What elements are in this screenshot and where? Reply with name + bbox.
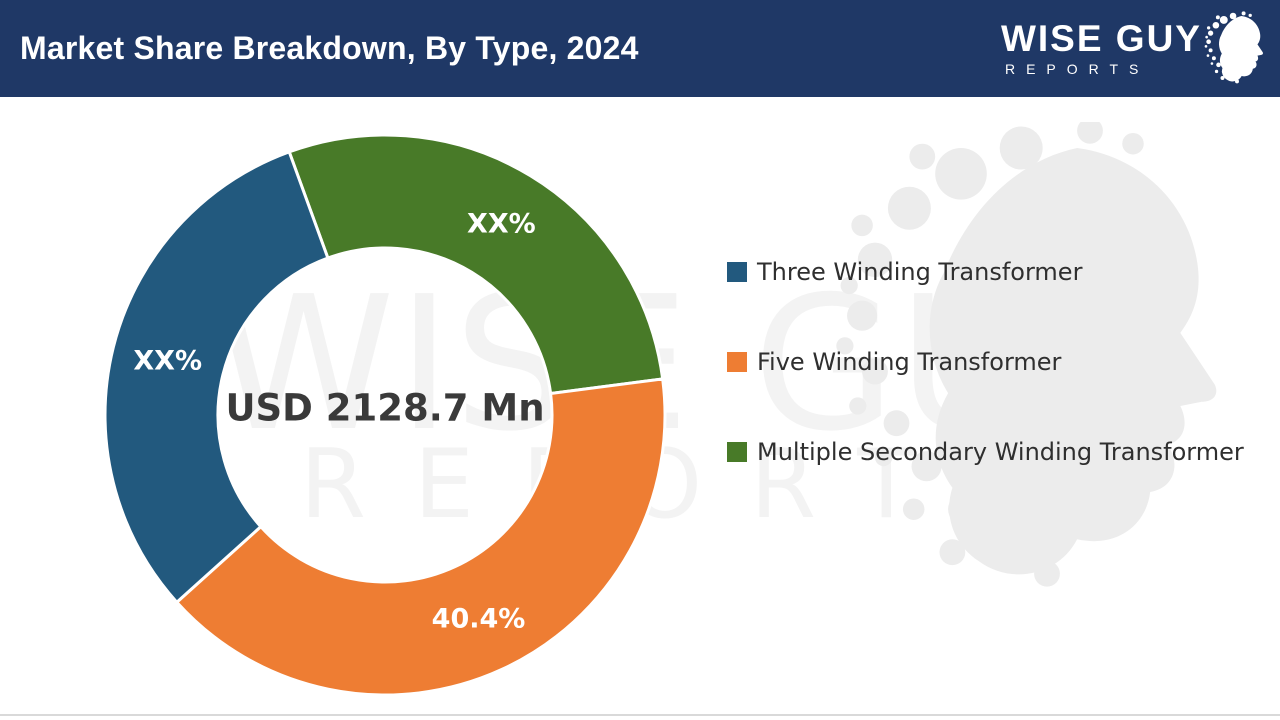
brand-logo: WISE GUY REPORTS [1000,10,1270,87]
watermark-face-icon [836,122,1217,587]
face-dot [847,300,878,331]
face-dot [1227,74,1234,80]
face-dot [1220,75,1225,80]
legend-item-multiple-secondary-winding-transformer: Multiple Secondary Winding Transformer [727,434,1244,470]
face-dot [840,277,858,295]
face-dot [999,126,1043,170]
face-dot [986,530,1022,566]
face-dot [1206,53,1210,57]
face-dot [1210,61,1214,65]
face-dot [862,358,888,385]
face-dot [1214,69,1219,73]
face-dot [1122,132,1144,155]
legend-label: Multiple Secondary Winding Transformer [757,438,1244,466]
legend-swatch-five-winding-transformer [727,352,747,372]
face-dot [1212,21,1220,29]
face-dot [1219,15,1228,24]
wiseguy-face-icon [1204,10,1263,83]
face-dot [909,143,936,170]
face-profile-shape [929,148,1217,575]
face-dot [1034,560,1060,587]
face-dot [1204,44,1208,48]
face-profile-shape [1218,15,1263,81]
brand-subtitle: REPORTS [1004,61,1150,77]
segment-label-multiple-secondary-winding-transformer: XX% [467,209,536,240]
face-dot [1205,35,1208,38]
chart-center-value: USD 2128.7 Mn [225,386,545,430]
face-dot [1221,68,1228,74]
face-dot [1211,55,1216,60]
face-dot [836,337,854,355]
face-dot [1241,10,1246,15]
face-dot [948,492,983,527]
face-dot [1235,78,1239,83]
donut-segment-five-winding-transformer [174,377,667,697]
legend-item-three-winding-transformer: Three Winding Transformer [727,254,1244,290]
bottom-divider-line [0,714,1280,716]
face-dot [939,539,966,566]
face-dot [902,498,925,520]
segment-label-three-winding-transformer: XX% [133,346,202,377]
face-dot [883,410,910,437]
face-dot [1248,13,1252,17]
face-dot [1229,12,1237,19]
donut-segment-multiple-secondary-winding-transformer [287,133,665,396]
face-dot [1215,14,1220,19]
face-dot [1207,30,1214,36]
donut-segment-three-winding-transformer [103,149,330,605]
face-dot [857,242,893,277]
legend-item-five-winding-transformer: Five Winding Transformer [727,344,1244,380]
legend-label: Three Winding Transformer [757,258,1083,286]
legend-swatch-multiple-secondary-winding-transformer [727,442,747,462]
brand-name: WISE GUY [1000,18,1202,59]
face-dot [887,186,931,230]
chart-legend: Three Winding Transformer Five Winding Tr… [727,254,1244,470]
face-dot [1208,47,1213,52]
face-dot [1206,38,1211,44]
app-header: Market Share Breakdown, By Type, 2024 WI… [0,0,1280,97]
legend-swatch-three-winding-transformer [727,262,747,282]
legend-label: Five Winding Transformer [757,348,1062,376]
face-dot [851,214,873,237]
face-dot [1206,25,1211,30]
face-dot [849,397,867,415]
face-dot [875,449,893,467]
page-title: Market Share Breakdown, By Type, 2024 [20,30,639,66]
segment-label-five-winding-transformer: 40.4% [432,604,526,635]
face-dot [1216,62,1221,67]
face-dot [1077,122,1103,144]
face-dot [935,148,987,200]
face-dot [911,451,942,482]
